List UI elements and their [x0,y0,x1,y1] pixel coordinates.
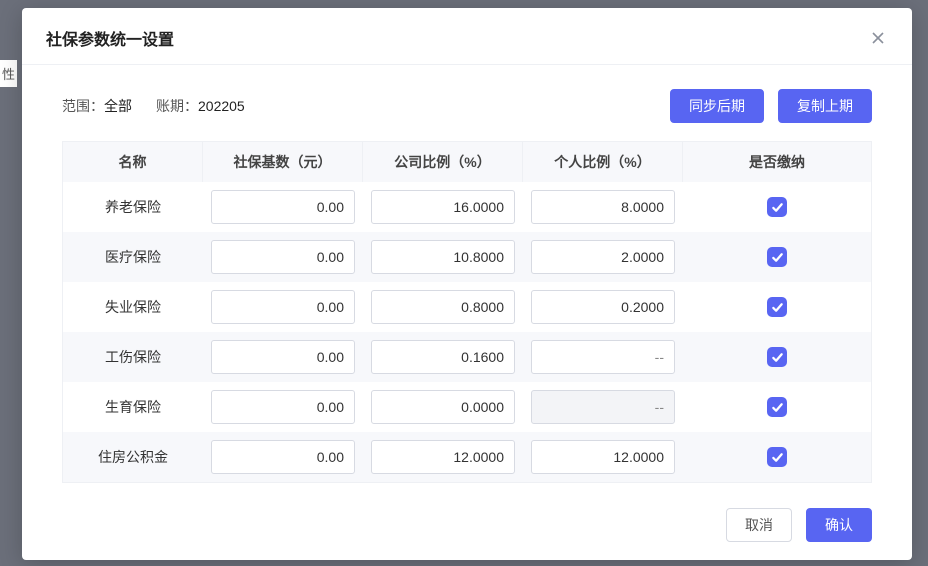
copy-button[interactable]: 复制上期 [778,89,872,123]
side-fragment: 性 [0,60,17,87]
base-input[interactable] [211,440,355,474]
row-personal-cell [523,382,683,432]
row-company-cell [363,332,523,382]
personal-input [531,390,675,424]
personal-input[interactable] [531,290,675,324]
pay-checkbox[interactable] [767,197,787,217]
table-header: 名称 社保基数（元） 公司比例（%） 个人比例（%） 是否缴纳 [63,142,871,182]
row-personal-cell [523,182,683,232]
base-input[interactable] [211,390,355,424]
row-personal-cell [523,432,683,482]
period-label: 账期： [156,98,198,114]
check-icon [771,201,784,214]
personal-input[interactable] [531,240,675,274]
row-name: 养老保险 [63,182,203,232]
company-input[interactable] [371,340,515,374]
row-base-cell [203,382,363,432]
row-name: 工伤保险 [63,332,203,382]
info-row: 范围：全部 账期：202205 同步后期 复制上期 [62,89,872,123]
check-icon [771,401,784,414]
modal-dialog: 社保参数统一设置 范围：全部 账期：202205 同步后期 复制上期 [22,8,912,560]
table-row: 生育保险 [63,382,871,432]
row-pay-cell [683,432,871,482]
base-input[interactable] [211,340,355,374]
row-name: 住房公积金 [63,432,203,482]
row-base-cell [203,332,363,382]
personal-input[interactable] [531,440,675,474]
company-input[interactable] [371,440,515,474]
pay-checkbox[interactable] [767,397,787,417]
row-pay-cell [683,232,871,282]
row-base-cell [203,282,363,332]
company-input[interactable] [371,240,515,274]
row-base-cell [203,182,363,232]
th-pay: 是否缴纳 [683,142,871,182]
check-icon [771,251,784,264]
pay-checkbox[interactable] [767,347,787,367]
th-name: 名称 [63,142,203,182]
check-icon [771,451,784,464]
modal-body: 范围：全部 账期：202205 同步后期 复制上期 名称 社保基数（元） 公司比… [22,65,912,492]
check-icon [771,351,784,364]
base-input[interactable] [211,190,355,224]
table-row: 养老保险 [63,182,871,232]
modal-footer: 取消 确认 [22,492,912,560]
modal-title: 社保参数统一设置 [46,26,174,50]
row-company-cell [363,382,523,432]
personal-input[interactable] [531,190,675,224]
pay-checkbox[interactable] [767,297,787,317]
pay-checkbox[interactable] [767,447,787,467]
check-icon [771,301,784,314]
table-row: 医疗保险 [63,232,871,282]
row-company-cell [363,182,523,232]
scope-value: 全部 [104,98,132,114]
scope-label: 范围： [62,98,104,114]
close-icon [870,30,886,46]
period-value: 202205 [198,98,245,114]
th-personal: 个人比例（%） [523,142,683,182]
row-base-cell [203,432,363,482]
row-personal-cell [523,232,683,282]
th-base: 社保基数（元） [203,142,363,182]
confirm-button[interactable]: 确认 [806,508,872,542]
row-pay-cell [683,282,871,332]
th-company: 公司比例（%） [363,142,523,182]
row-name: 生育保险 [63,382,203,432]
modal-header: 社保参数统一设置 [22,8,912,65]
row-name: 失业保险 [63,282,203,332]
base-input[interactable] [211,240,355,274]
info-left: 范围：全部 账期：202205 [62,96,245,116]
row-base-cell [203,232,363,282]
row-pay-cell [683,382,871,432]
row-personal-cell [523,282,683,332]
company-input[interactable] [371,190,515,224]
personal-input [531,340,675,374]
pay-checkbox[interactable] [767,247,787,267]
row-name: 医疗保险 [63,232,203,282]
header-button-group: 同步后期 复制上期 [670,89,872,123]
scope-item: 范围：全部 [62,96,132,116]
base-input[interactable] [211,290,355,324]
table-row: 失业保险 [63,282,871,332]
row-pay-cell [683,182,871,232]
sync-button[interactable]: 同步后期 [670,89,764,123]
row-personal-cell [523,332,683,382]
table-row: 工伤保险 [63,332,871,382]
close-button[interactable] [868,28,888,48]
table-body: 养老保险医疗保险失业保险工伤保险生育保险住房公积金 [63,182,871,482]
table-row: 住房公积金 [63,432,871,482]
company-input[interactable] [371,390,515,424]
row-company-cell [363,282,523,332]
row-pay-cell [683,332,871,382]
cancel-button[interactable]: 取消 [726,508,792,542]
params-table: 名称 社保基数（元） 公司比例（%） 个人比例（%） 是否缴纳 养老保险医疗保险… [62,141,872,483]
company-input[interactable] [371,290,515,324]
period-item: 账期：202205 [156,96,245,116]
row-company-cell [363,232,523,282]
row-company-cell [363,432,523,482]
